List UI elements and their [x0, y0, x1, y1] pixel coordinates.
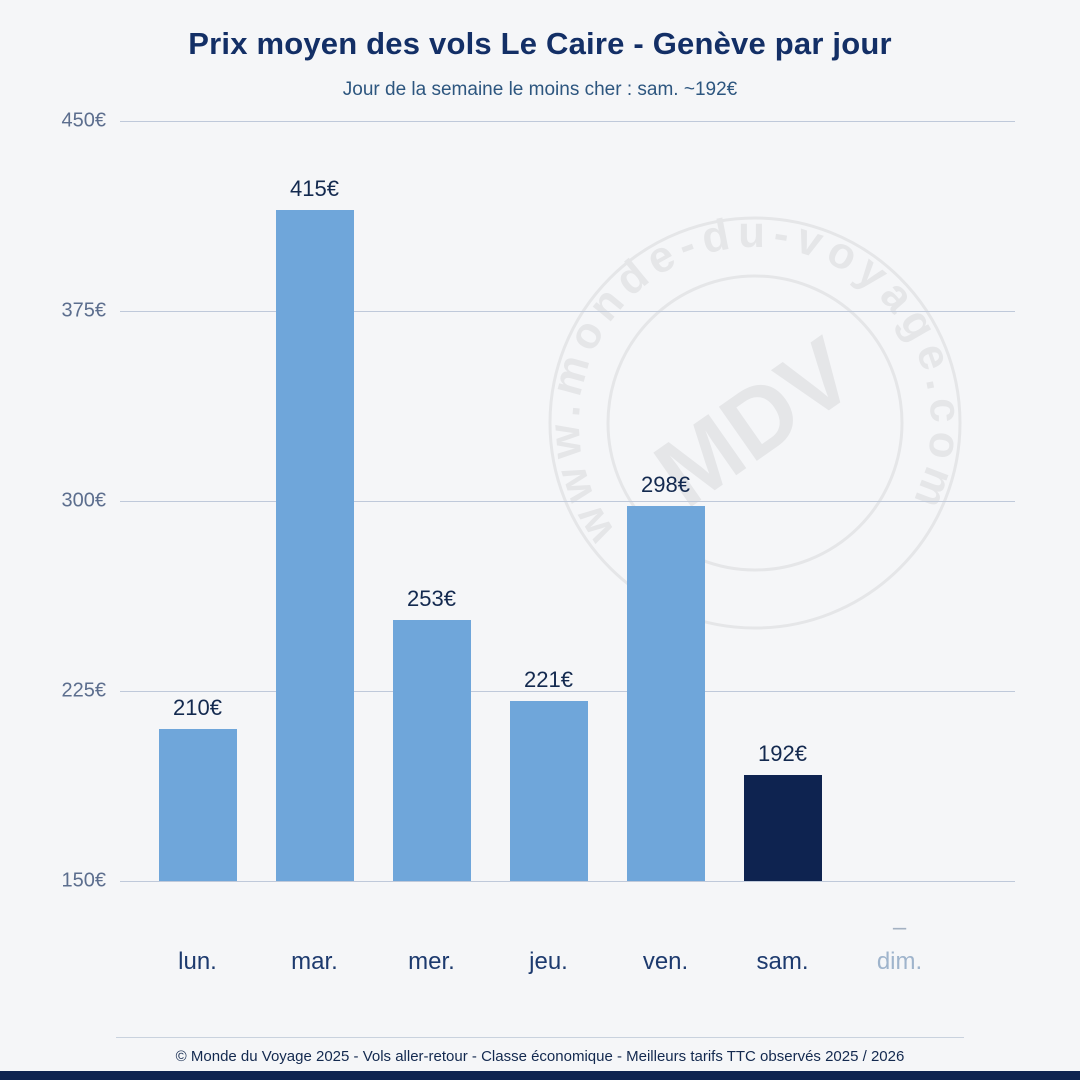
x-axis-label-ven: ven. [642, 948, 689, 975]
gridline [120, 691, 1015, 692]
y-axis-tick-label: 375€ [61, 299, 107, 322]
bar-ven [626, 506, 705, 881]
x-axis-label-jeu: jeu. [529, 948, 568, 975]
y-axis-tick-label: 450€ [61, 109, 107, 132]
gridline [120, 311, 1015, 312]
footer-copyright: © Monde du Voyage 2025 - Vols aller-reto… [175, 1048, 905, 1065]
x-axis-label-dim: dim. [876, 948, 923, 975]
x-axis-label-mer: mer. [408, 948, 455, 975]
footer-divider [116, 1037, 964, 1038]
chart-subtitle: Jour de la semaine le moins cher : sam. … [342, 79, 738, 100]
x-axis-label-mar: mar. [291, 948, 338, 975]
bar-sam [743, 774, 822, 881]
y-axis-tick-label: 150€ [61, 869, 107, 892]
bar-mar [275, 209, 354, 881]
bar-value-label: 415€ [290, 175, 339, 201]
x-axis-label-lun: lun. [178, 948, 217, 975]
x-axis-label-sam: sam. [756, 948, 809, 975]
y-axis-tick-label: 300€ [61, 489, 107, 512]
bar-mer [392, 620, 471, 881]
gridline [120, 881, 1015, 882]
bar-value-label: 221€ [524, 667, 573, 693]
chart-title: Prix moyen des vols Le Caire - Genève pa… [188, 26, 892, 61]
bar-value-label: 298€ [641, 472, 690, 498]
bar-jeu [509, 701, 588, 881]
bar-value-label: 253€ [407, 586, 456, 612]
footer-accent-bar [0, 1071, 1080, 1080]
no-data-dash: – [892, 914, 907, 941]
bar-lun [158, 729, 237, 881]
bar-value-label: 192€ [758, 740, 807, 766]
gridline [120, 121, 1015, 122]
gridline [120, 501, 1015, 502]
y-axis-tick-label: 225€ [61, 679, 107, 702]
bar-value-label: 210€ [173, 695, 222, 720]
